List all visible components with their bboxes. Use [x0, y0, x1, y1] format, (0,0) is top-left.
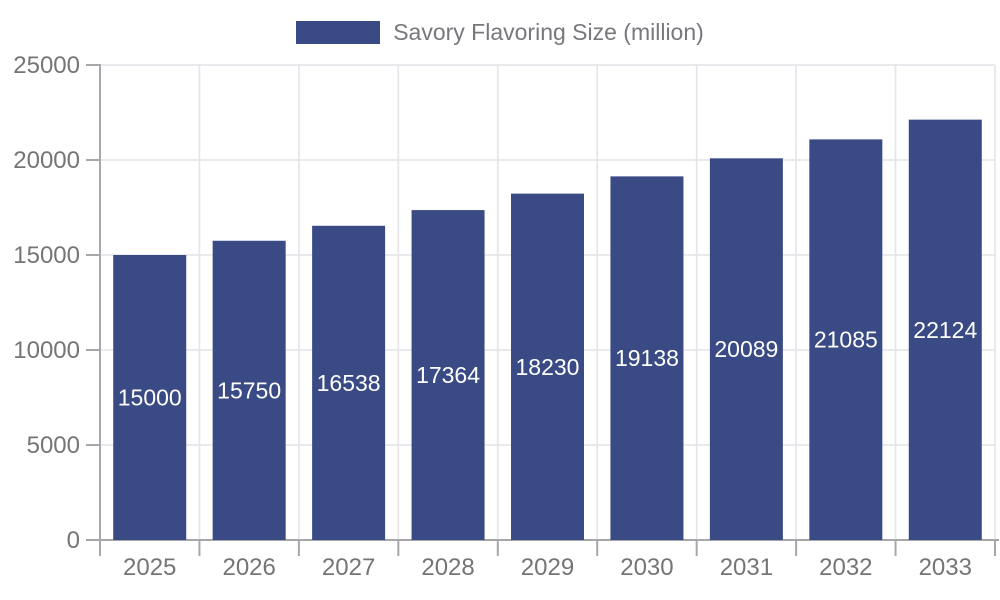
bar-2032: [809, 139, 883, 540]
bar-2026: [212, 240, 286, 540]
x-tick-label: 2031: [720, 554, 773, 581]
bar-value-label: 15750: [217, 377, 281, 403]
bar-2027: [312, 225, 386, 540]
x-tick-label: 2032: [819, 554, 872, 581]
bar-value-label: 22124: [913, 317, 977, 343]
legend-item[interactable]: Savory Flavoring Size (million): [0, 18, 1000, 46]
bar-value-label: 19138: [615, 345, 679, 371]
bar-value-label: 15000: [118, 385, 182, 411]
x-tick-label: 2028: [421, 554, 474, 581]
bar-value-label: 18230: [516, 354, 580, 380]
x-tick-label: 2030: [620, 554, 673, 581]
bar-2033: [908, 119, 982, 541]
bar-2031: [709, 158, 783, 540]
x-tick-label: 2025: [123, 554, 176, 581]
x-tick-label: 2029: [521, 554, 574, 581]
bar-value-label: 21085: [814, 327, 878, 353]
bar-value-label: 20089: [714, 336, 778, 362]
bar-value-label: 16538: [317, 370, 381, 396]
x-tick-label: 2027: [322, 554, 375, 581]
bar-2028: [411, 210, 485, 541]
bar-2025: [113, 255, 187, 540]
x-tick-label: 2033: [919, 554, 972, 581]
x-tick-label: 2026: [222, 554, 275, 581]
y-tick-label: 5000: [27, 432, 80, 459]
y-tick-label: 20000: [13, 147, 80, 174]
y-tick-label: 0: [67, 527, 80, 554]
bar-2029: [511, 193, 584, 540]
legend-swatch: [296, 20, 381, 44]
legend-label: Savory Flavoring Size (million): [393, 19, 704, 45]
y-tick-label: 15000: [13, 242, 80, 269]
bar-value-label: 17364: [416, 362, 480, 388]
y-tick-label: 10000: [13, 337, 80, 364]
bar-2030: [610, 176, 684, 541]
y-tick-label: 25000: [13, 52, 80, 79]
